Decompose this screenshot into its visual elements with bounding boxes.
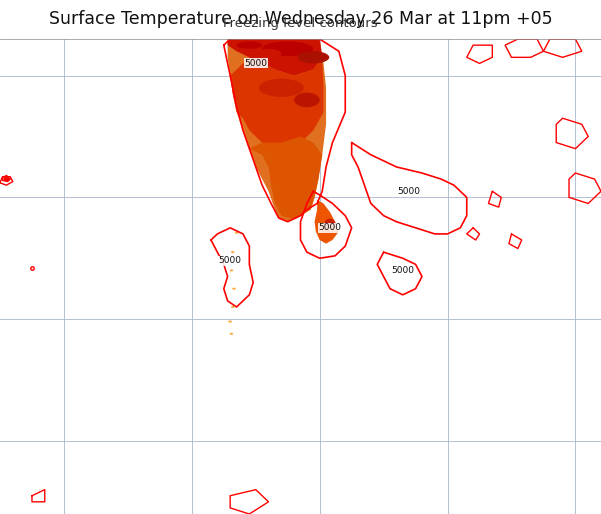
Ellipse shape bbox=[256, 49, 281, 59]
Ellipse shape bbox=[231, 306, 234, 308]
Ellipse shape bbox=[231, 251, 234, 253]
Ellipse shape bbox=[230, 333, 233, 335]
Text: 5000: 5000 bbox=[319, 223, 341, 232]
Ellipse shape bbox=[235, 232, 239, 234]
Polygon shape bbox=[314, 200, 339, 244]
Ellipse shape bbox=[259, 79, 304, 97]
Text: 5000: 5000 bbox=[391, 266, 414, 275]
Ellipse shape bbox=[294, 93, 320, 107]
Polygon shape bbox=[230, 58, 323, 149]
Text: Freezing level contours: Freezing level contours bbox=[223, 16, 378, 30]
Ellipse shape bbox=[230, 269, 233, 271]
Ellipse shape bbox=[232, 288, 236, 290]
Polygon shape bbox=[228, 39, 322, 76]
Ellipse shape bbox=[228, 321, 232, 323]
Ellipse shape bbox=[237, 42, 262, 49]
Ellipse shape bbox=[324, 218, 336, 230]
Ellipse shape bbox=[262, 42, 313, 56]
Text: 5000: 5000 bbox=[244, 59, 267, 68]
Ellipse shape bbox=[4, 177, 9, 181]
Text: 5000: 5000 bbox=[398, 187, 421, 196]
Polygon shape bbox=[249, 137, 322, 219]
Text: Surface Temperature on Wednesday 26 Mar at 11pm +05: Surface Temperature on Wednesday 26 Mar … bbox=[49, 9, 552, 28]
Text: 5000: 5000 bbox=[219, 256, 242, 265]
Polygon shape bbox=[228, 39, 326, 222]
Ellipse shape bbox=[297, 51, 329, 63]
